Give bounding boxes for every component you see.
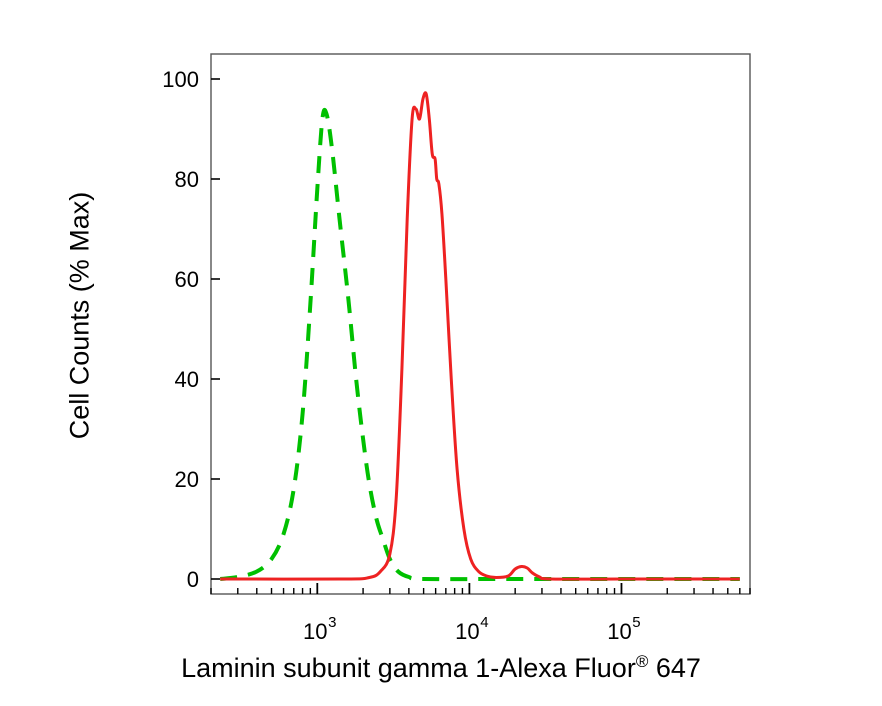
plot-frame xyxy=(210,53,751,595)
y-axis-tick-label: 60 xyxy=(175,267,199,292)
x-axis-tick-label: 10 4 xyxy=(455,614,488,644)
x-axis-label-text: Laminin subunit gamma 1-Alexa Fluor xyxy=(181,653,636,683)
x-axis-tick-exponent: 3 xyxy=(328,614,336,631)
y-axis-tick-label: 100 xyxy=(162,67,199,92)
y-axis-label: Cell Counts (% Max) xyxy=(64,191,95,440)
series-line-sample xyxy=(220,91,740,581)
x-axis-label: Laminin subunit gamma 1-Alexa Fluor® 647 xyxy=(0,652,882,684)
y-axis-tick-label: 40 xyxy=(175,367,199,392)
registered-mark-icon: ® xyxy=(635,652,649,671)
x-axis-tick-exponent: 5 xyxy=(632,614,640,631)
x-axis-tick-label: 10 5 xyxy=(607,614,640,644)
series-line-control xyxy=(220,107,740,582)
x-axis-tick-exponent: 4 xyxy=(480,614,488,631)
y-axis-tick-label: 80 xyxy=(175,167,199,192)
y-axis-tick-label: 20 xyxy=(175,467,199,492)
x-axis-tick-mantissa: 10 xyxy=(607,619,631,644)
x-axis-label-text-tail: 647 xyxy=(648,653,701,683)
y-axis-tick-label: 0 xyxy=(187,567,199,592)
x-axis-tick-mantissa: 10 xyxy=(455,619,479,644)
x-axis-tick-label: 10 3 xyxy=(303,614,336,644)
x-axis-tick-mantissa: 10 xyxy=(303,619,327,644)
